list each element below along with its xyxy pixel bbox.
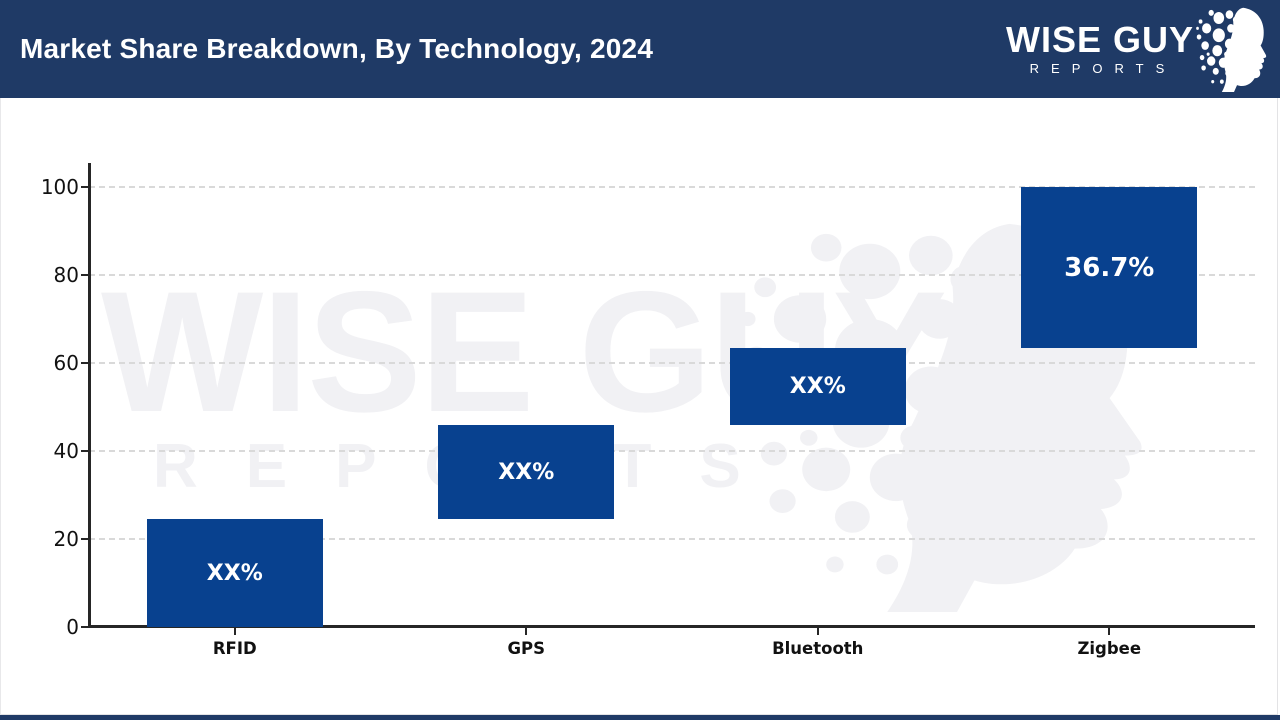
header-bar: Market Share Breakdown, By Technology, 2… <box>0 0 1280 98</box>
x-category-label: GPS <box>507 639 546 658</box>
y-axis-line <box>88 163 91 627</box>
x-category-label: RFID <box>212 639 257 658</box>
logo-subtitle: REPORTS <box>1029 61 1177 76</box>
gridline <box>89 362 1255 364</box>
y-axis-tick-label: 40 <box>53 439 79 463</box>
bar-value-label: 36.7% <box>1064 252 1155 283</box>
bar-value-label: XX% <box>498 459 555 485</box>
y-axis-tick <box>81 186 89 188</box>
y-axis-tick <box>81 450 89 452</box>
bar: 36.7% <box>1021 187 1198 349</box>
x-axis-line <box>88 625 1255 628</box>
bar: XX% <box>146 519 323 627</box>
gridline <box>89 186 1255 188</box>
x-axis-tick <box>233 627 236 635</box>
bar: XX% <box>729 348 906 426</box>
y-axis-tick <box>81 538 89 540</box>
y-axis-tick-label: 60 <box>53 351 79 375</box>
y-axis-tick-label: 20 <box>53 527 79 551</box>
y-axis-tick-label: 0 <box>66 615 79 639</box>
logo-face-icon <box>1196 6 1272 92</box>
bar-value-label: XX% <box>206 560 263 586</box>
x-category-label: Zigbee <box>1077 639 1142 658</box>
gridline <box>89 274 1255 276</box>
y-axis-tick <box>81 362 89 364</box>
x-axis-tick <box>525 627 528 635</box>
gridline <box>89 538 1255 540</box>
bar-value-label: XX% <box>789 374 846 400</box>
wiseguy-logo: WISE GUY REPORTS <box>1006 6 1272 92</box>
y-axis-tick-label: 100 <box>40 175 79 199</box>
gridline <box>89 450 1255 452</box>
bar: XX% <box>438 425 615 520</box>
footer-bar <box>0 715 1280 720</box>
y-axis-tick <box>81 626 89 628</box>
x-category-label: Bluetooth <box>772 639 864 658</box>
x-axis-tick <box>816 627 819 635</box>
logo-wordmark: WISE GUY <box>1005 19 1194 60</box>
plot-area: WISE GUY REPORTS 020406080100XX%RFIDXX%G… <box>0 98 1278 715</box>
y-axis-tick-label: 80 <box>53 263 79 287</box>
chart-title: Market Share Breakdown, By Technology, 2… <box>20 33 654 64</box>
y-axis-tick <box>81 274 89 276</box>
x-axis-tick <box>1108 627 1111 635</box>
